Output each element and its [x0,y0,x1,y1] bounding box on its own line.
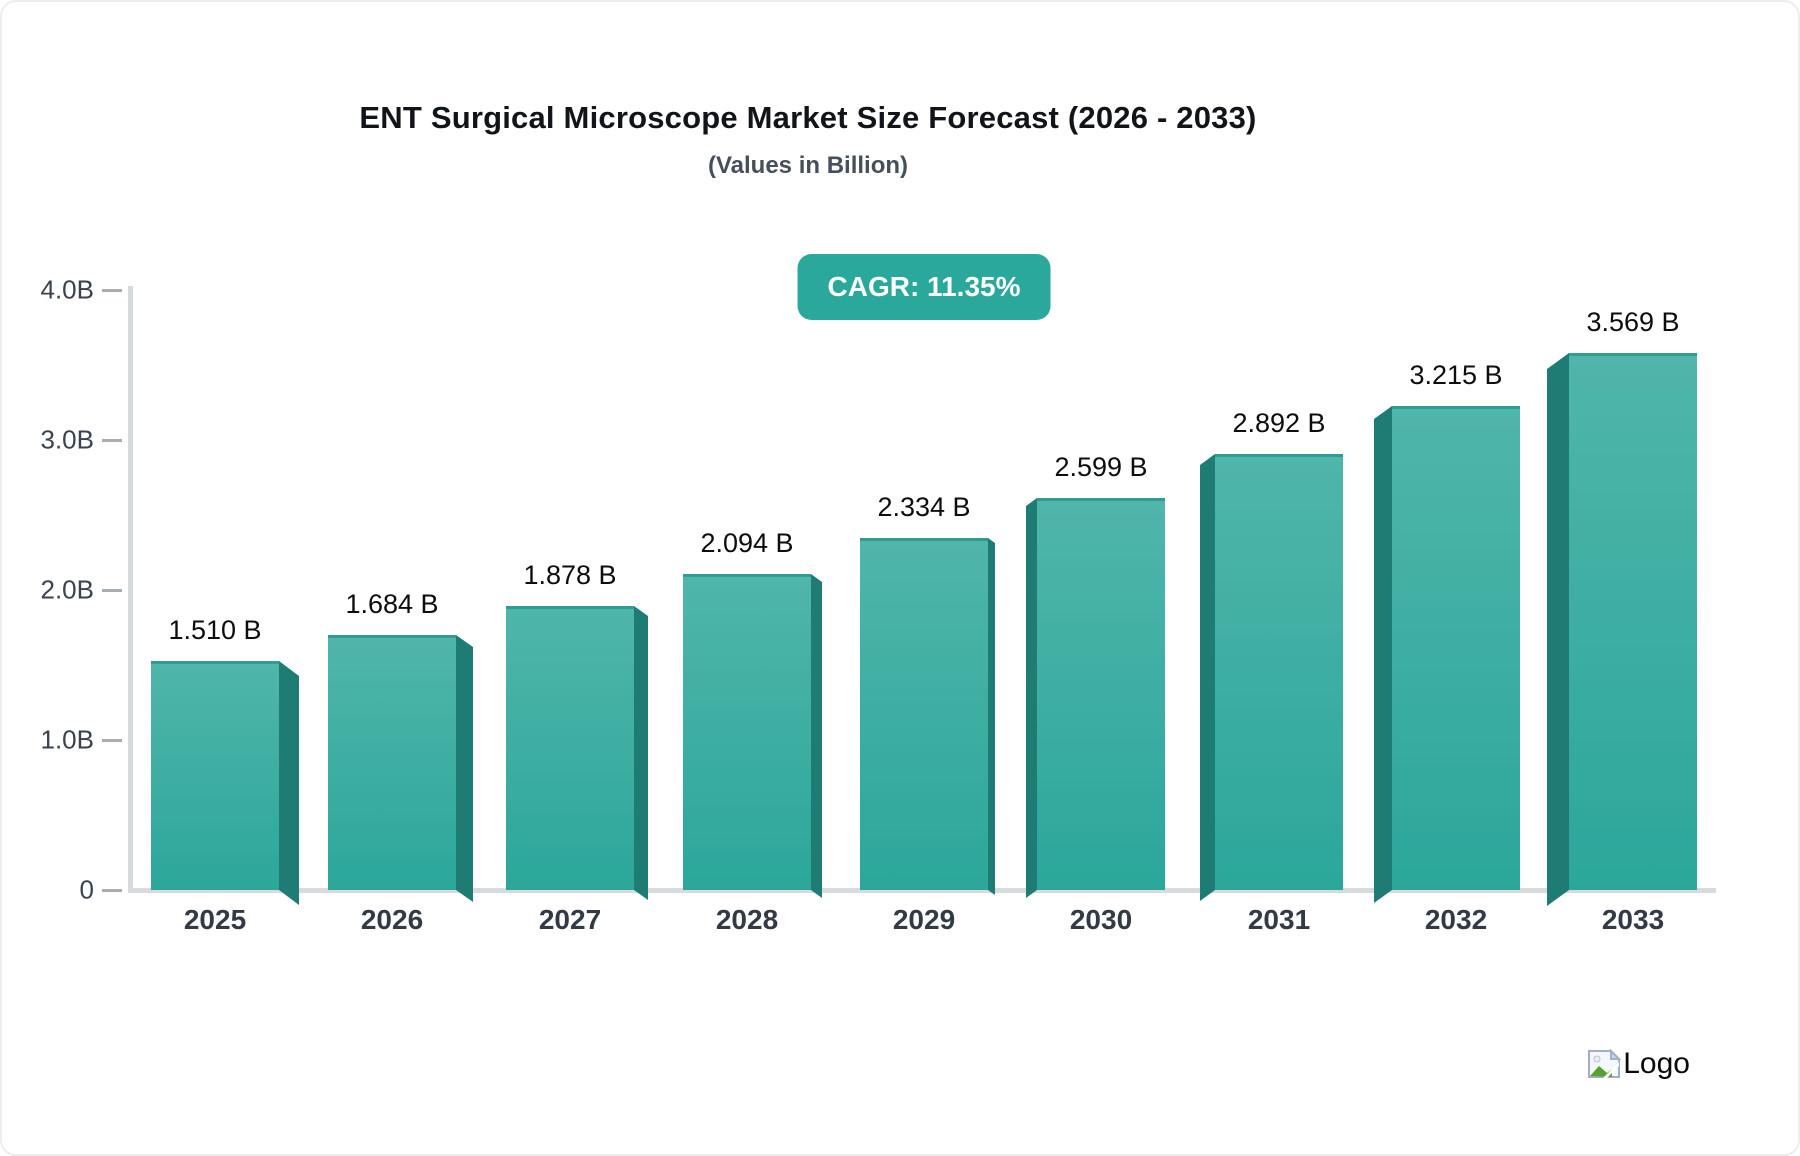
bar-value-label: 3.215 B [1409,360,1503,390]
x-axis-label: 2030 [1069,904,1133,935]
bar-value-label: 1.510 B [168,615,262,645]
bar-2031 [1215,454,1343,890]
y-tick [102,589,122,592]
bar-value-label: 1.878 B [523,560,617,590]
logo: Logo [1587,1047,1690,1081]
x-axis-label: 2025 [183,904,247,935]
y-tick-label: 4.0B [40,274,95,305]
bar-value-label: 2.094 B [700,528,794,558]
chart-subtitle: (Values in Billion) [707,152,909,179]
x-axis-label: 2032 [1424,904,1488,935]
y-tick-label: 2.0B [40,574,95,605]
bar-value-label: 3.569 B [1586,307,1680,337]
bar-value-label: 2.334 B [877,492,971,522]
bar-2027 [506,606,634,890]
bar-2026 [328,635,456,890]
x-axis-label: 2027 [538,904,602,935]
bar-value-label: 2.599 B [1054,452,1148,482]
bar-side-2029 [988,538,995,895]
bar-side-2027 [634,606,648,900]
bar-side-2026 [456,635,473,902]
y-tick-label: 3.0B [40,424,95,455]
y-tick-label: 0 [79,874,94,905]
bar-side-2025 [279,661,299,905]
bar-value-label: 2.892 B [1232,408,1326,438]
x-axis-label: 2026 [360,904,424,935]
bar-side-2033 [1547,353,1569,906]
y-tick [102,889,122,892]
bar-side-2030 [1026,498,1037,898]
x-axis-label: 2028 [715,904,779,935]
x-axis-label: 2029 [892,904,956,935]
cagr-badge: CAGR: 11.35% [797,254,1051,320]
y-tick-label: 1.0B [40,724,95,755]
bar-value-label: 1.684 B [345,589,439,619]
y-tick [102,289,122,292]
bar-2032 [1392,406,1520,890]
broken-image-icon [1587,1048,1622,1079]
x-axis-label: 2033 [1601,904,1665,935]
bar-side-2032 [1374,406,1392,903]
logo-text: Logo [1623,1047,1690,1080]
bar-side-2028 [811,574,822,898]
y-tick [102,739,122,742]
bar-2030 [1037,498,1165,890]
bar-2025 [151,661,279,890]
bar-2029 [860,538,988,890]
x-axis-line [128,888,1716,893]
bar-side-2031 [1200,454,1215,901]
bar-2028 [683,574,811,890]
chart-title: ENT Surgical Microscope Market Size Fore… [359,100,1257,135]
bar-2033 [1569,353,1697,890]
y-axis-line [128,286,133,893]
y-tick [102,439,122,442]
x-axis-label: 2031 [1247,904,1311,935]
